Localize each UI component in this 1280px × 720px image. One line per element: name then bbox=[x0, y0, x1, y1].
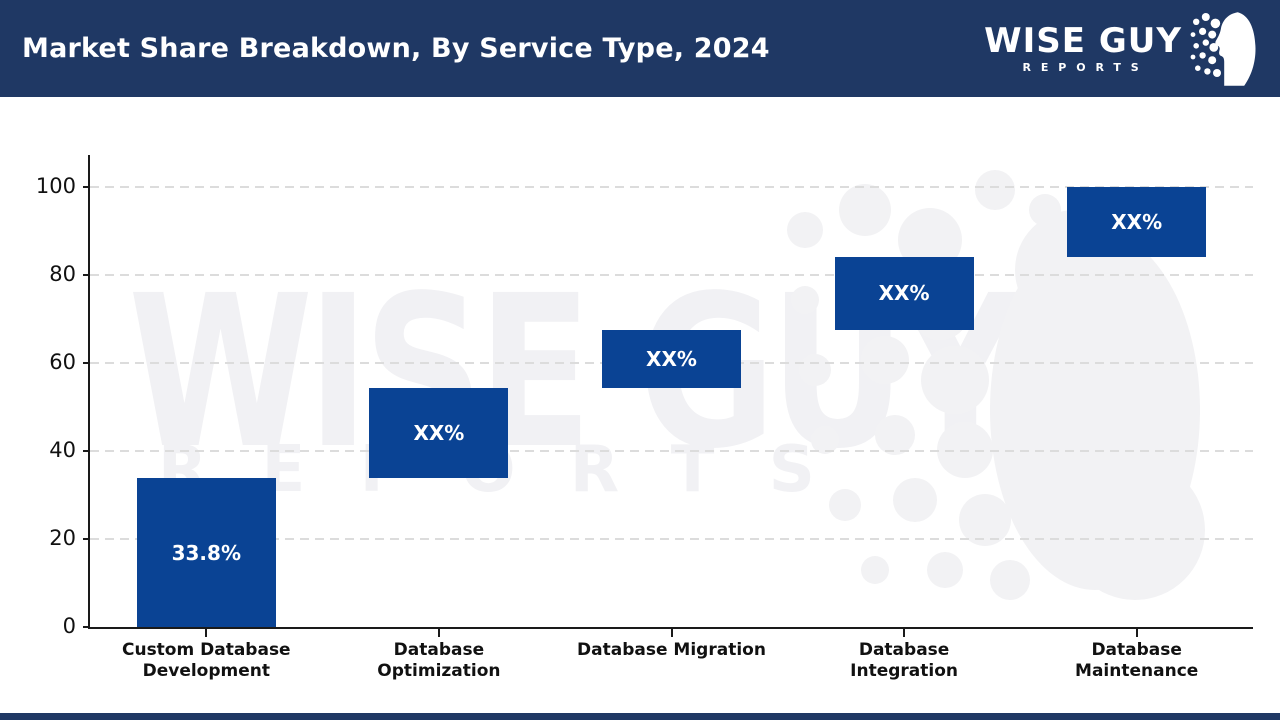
x-axis-tick-mark bbox=[903, 629, 906, 637]
bar-value-label: XX% bbox=[413, 421, 465, 446]
footer-bar bbox=[0, 713, 1280, 720]
y-axis-tick-label: 40 bbox=[49, 438, 76, 462]
logo-wordmark: WISE GUY bbox=[984, 21, 1182, 61]
bar-segment: XX% bbox=[369, 388, 509, 479]
x-axis-line bbox=[88, 627, 1253, 629]
y-axis-tick-mark bbox=[83, 450, 90, 452]
y-axis-tick-mark bbox=[83, 186, 90, 188]
x-axis-category-label: Database Integration bbox=[850, 640, 959, 681]
gridline bbox=[90, 274, 1253, 276]
x-axis-tick-mark bbox=[1135, 629, 1138, 637]
page-title: Market Share Breakdown, By Service Type,… bbox=[22, 33, 770, 64]
bar-value-label: XX% bbox=[878, 281, 930, 306]
x-axis-tick-mark bbox=[205, 629, 208, 637]
y-axis-tick-label: 0 bbox=[62, 614, 76, 638]
gridline bbox=[90, 450, 1253, 452]
y-axis-tick-mark bbox=[83, 626, 90, 628]
x-axis-category-label: Custom Database Development bbox=[121, 640, 291, 681]
y-axis-line bbox=[88, 155, 90, 629]
bar-value-label: XX% bbox=[646, 346, 697, 371]
header: Market Share Breakdown, By Service Type,… bbox=[0, 0, 1280, 97]
bar-segment: XX% bbox=[1067, 187, 1207, 257]
y-axis-tick-label: 60 bbox=[49, 350, 76, 374]
logo-subtext: REPORTS bbox=[1022, 61, 1149, 74]
bar-segment: XX% bbox=[602, 329, 741, 389]
y-axis-tick-label: 20 bbox=[49, 526, 76, 550]
y-axis-tick-label: 80 bbox=[49, 262, 76, 286]
bar-value-label: XX% bbox=[1111, 209, 1163, 234]
bar-segment: 33.8% bbox=[136, 478, 276, 627]
gridline bbox=[90, 186, 1253, 188]
x-axis-tick-mark bbox=[670, 629, 673, 637]
wise-guy-reports-logo: WISE GUY REPORTS bbox=[984, 9, 1258, 89]
x-axis-category-label: Database Maintenance bbox=[1075, 640, 1199, 681]
y-axis-tick-mark bbox=[83, 538, 90, 540]
x-axis-category-label: Database Optimization bbox=[377, 640, 501, 681]
y-axis-tick-label: 100 bbox=[35, 174, 76, 198]
logo-face-icon bbox=[1190, 11, 1256, 86]
y-axis-tick-mark bbox=[83, 274, 90, 276]
x-axis-category-label: Database Migration bbox=[577, 640, 766, 660]
y-axis-tick-mark bbox=[83, 362, 90, 364]
bar-value-label: 33.8% bbox=[171, 540, 241, 565]
logo-text: WISE GUY REPORTS bbox=[984, 24, 1182, 73]
gridline bbox=[90, 538, 1253, 540]
x-axis-tick-mark bbox=[437, 629, 440, 637]
bar-segment: XX% bbox=[834, 256, 974, 330]
